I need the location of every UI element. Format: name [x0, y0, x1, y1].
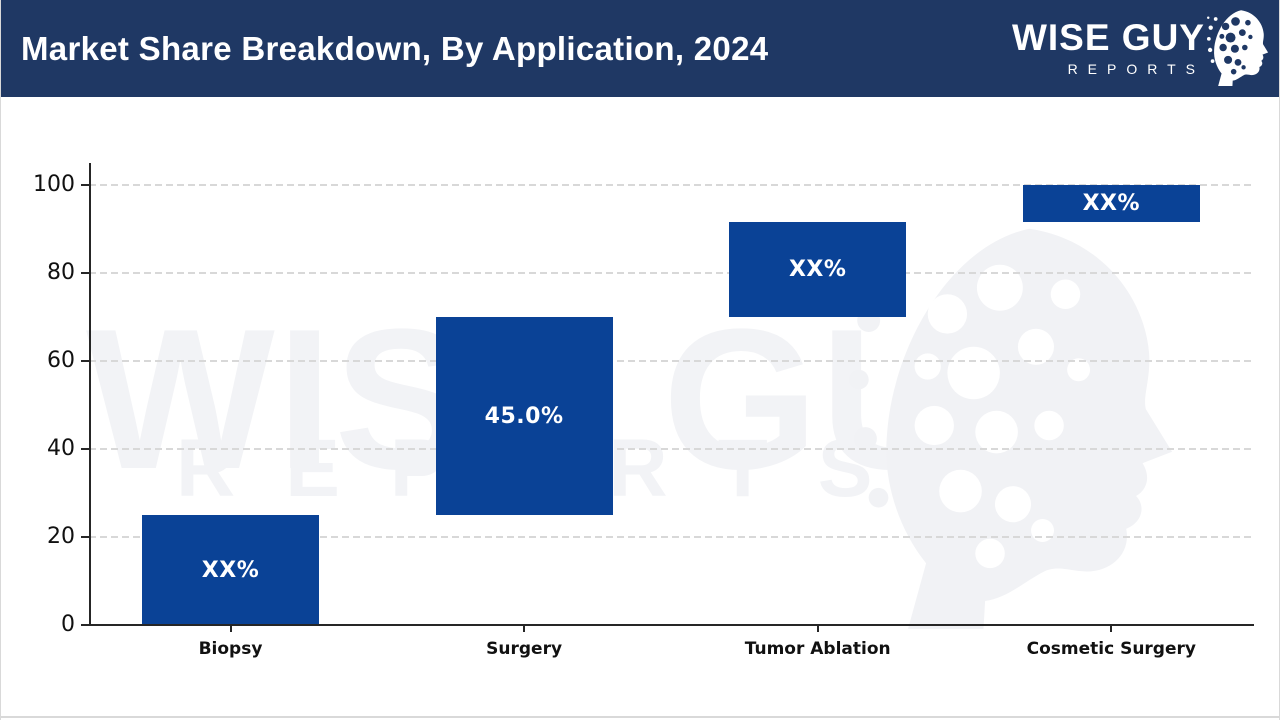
y-tick-label-20: 20 [47, 524, 75, 549]
bar-biopsy: XX% [142, 515, 319, 625]
brand-logo: WISE GUY REPORTS [1012, 9, 1269, 86]
logo-subtext: REPORTS [1067, 60, 1205, 77]
category-label-0: Biopsy [198, 639, 263, 659]
x-tick-0 [229, 625, 232, 632]
gridline-100 [89, 184, 1254, 186]
category-label-3: Cosmetic Surgery [1026, 639, 1196, 659]
y-axis-line [89, 163, 91, 626]
y-tick-20 [81, 536, 89, 538]
bar-cosmetic-surgery: XX% [1022, 185, 1200, 223]
bottom-border [1, 716, 1279, 718]
brand-logo-text: WISE GUY REPORTS [1012, 19, 1205, 77]
bar-tumor-ablation: XX% [729, 222, 907, 317]
gridline-20 [89, 536, 1254, 538]
gridline-80 [89, 272, 1254, 274]
category-label-1: Surgery [486, 639, 563, 659]
y-tick-60 [81, 360, 89, 362]
y-tick-label-80: 80 [47, 260, 75, 285]
logo-head-icon [1207, 9, 1269, 86]
y-tick-100 [81, 184, 89, 186]
gridline-40 [89, 448, 1254, 450]
header-bar: Market Share Breakdown, By Application, … [1, 0, 1279, 97]
category-label-2: Tumor Ablation [744, 639, 891, 659]
bar-value-label: XX% [201, 557, 260, 583]
y-tick-40 [81, 448, 89, 450]
y-tick-label-60: 60 [47, 348, 75, 373]
x-axis-line [87, 624, 1254, 626]
bar-value-label: XX% [1082, 191, 1141, 217]
x-tick-2 [816, 625, 819, 632]
bar-surgery: 45.0% [435, 317, 613, 515]
y-tick-label-0: 0 [61, 612, 75, 637]
gridline-60 [89, 360, 1254, 362]
bar-value-label: XX% [788, 257, 847, 283]
page-title: Market Share Breakdown, By Application, … [21, 29, 769, 67]
y-tick-0 [81, 624, 89, 626]
x-tick-3 [1110, 625, 1113, 632]
y-tick-label-40: 40 [47, 436, 75, 461]
bar-chart-plot: 0 20 40 60 80 100 XX% Biopsy 45.0% Surgery XX% Tumo… [33, 163, 1254, 659]
x-tick-1 [523, 625, 526, 632]
y-tick-80 [81, 272, 89, 274]
logo-wordmark: WISE GUY [1011, 16, 1205, 58]
bar-value-label: 45.0% [484, 403, 564, 429]
y-tick-label-100: 100 [33, 172, 75, 197]
